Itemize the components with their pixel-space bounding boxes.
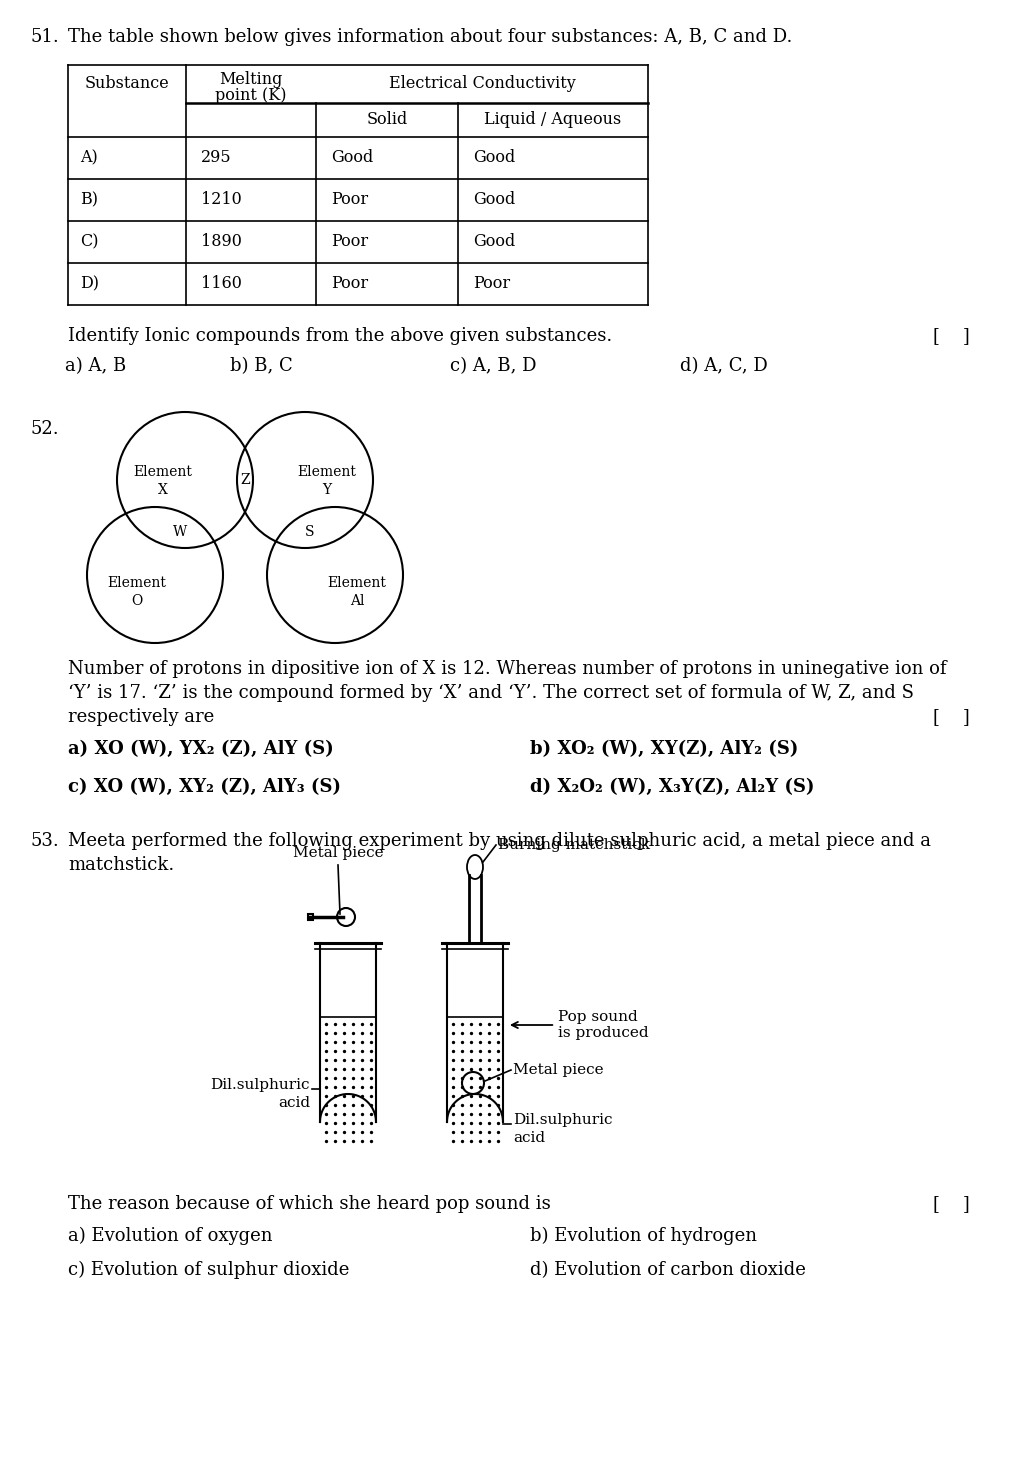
Text: acid: acid [513,1132,545,1145]
Text: Good: Good [331,149,374,166]
Text: 1210: 1210 [201,191,242,209]
Text: b) B, C: b) B, C [230,358,293,375]
Text: Element: Element [298,464,356,479]
Text: Poor: Poor [331,276,368,292]
Text: b) XO₂ (W), XY(Z), AlY₂ (S): b) XO₂ (W), XY(Z), AlY₂ (S) [530,740,799,758]
Text: The reason because of which she heard pop sound is: The reason because of which she heard po… [68,1194,551,1213]
Text: Number of protons in dipositive ion of X is 12. Whereas number of protons in uni: Number of protons in dipositive ion of X… [68,660,946,677]
Text: Meeta performed the following experiment by using dilute sulphuric acid, a metal: Meeta performed the following experiment… [68,832,931,850]
Text: Element: Element [328,577,386,590]
Text: Element: Element [108,577,167,590]
Text: Metal piece: Metal piece [293,845,383,860]
Text: Good: Good [473,149,515,166]
Text: b) Evolution of hydrogen: b) Evolution of hydrogen [530,1226,757,1245]
Text: Poor: Poor [331,234,368,251]
Text: Liquid / Aqueous: Liquid / Aqueous [484,111,622,128]
Text: Metal piece: Metal piece [513,1063,603,1077]
Text: 1160: 1160 [201,276,242,292]
Text: Burning matchstick: Burning matchstick [498,838,650,853]
Text: A): A) [80,149,97,166]
Text: 51.: 51. [30,28,58,47]
Text: X: X [158,483,168,496]
Text: Solid: Solid [367,111,408,128]
Text: D): D) [80,276,99,292]
Text: Y: Y [323,483,332,496]
Text: O: O [131,594,142,607]
Text: Melting: Melting [219,70,283,88]
Text: B): B) [80,191,98,209]
Text: Good: Good [473,191,515,209]
Text: respectively are: respectively are [68,708,214,726]
Text: 53.: 53. [30,832,58,850]
Text: Element: Element [133,464,193,479]
Text: point (K): point (K) [215,86,287,104]
Text: d) X₂O₂ (W), X₃Y(Z), Al₂Y (S): d) X₂O₂ (W), X₃Y(Z), Al₂Y (S) [530,778,814,796]
Text: [    ]: [ ] [933,1194,970,1213]
Text: a) Evolution of oxygen: a) Evolution of oxygen [68,1226,272,1245]
Text: a) A, B: a) A, B [65,358,126,375]
Text: Identify Ionic compounds from the above given substances.: Identify Ionic compounds from the above … [68,327,612,345]
Text: Good: Good [473,234,515,251]
Text: 1890: 1890 [201,234,242,251]
Text: d) A, C, D: d) A, C, D [680,358,768,375]
Text: a) XO (W), YX₂ (Z), AlY (S): a) XO (W), YX₂ (Z), AlY (S) [68,740,334,758]
Text: c) A, B, D: c) A, B, D [450,358,537,375]
Text: Poor: Poor [473,276,510,292]
Text: Electrical Conductivity: Electrical Conductivity [389,76,575,92]
Text: Dil.sulphuric: Dil.sulphuric [211,1077,310,1092]
Text: c) XO (W), XY₂ (Z), AlY₃ (S): c) XO (W), XY₂ (Z), AlY₃ (S) [68,778,341,796]
Text: [    ]: [ ] [933,327,970,345]
FancyBboxPatch shape [308,914,313,920]
Text: 295: 295 [201,149,231,166]
Text: S: S [305,526,314,539]
Text: Substance: Substance [85,76,169,92]
Text: ‘Y’ is 17. ‘Z’ is the compound formed by ‘X’ and ‘Y’. The correct set of formula: ‘Y’ is 17. ‘Z’ is the compound formed by… [68,683,914,702]
Text: C): C) [80,234,98,251]
Text: c) Evolution of sulphur dioxide: c) Evolution of sulphur dioxide [68,1261,349,1279]
Text: W: W [173,526,187,539]
Text: matchstick.: matchstick. [68,856,174,875]
Text: Poor: Poor [331,191,368,209]
Text: acid: acid [278,1096,310,1110]
Text: The table shown below gives information about four substances: A, B, C and D.: The table shown below gives information … [68,28,793,47]
Text: d) Evolution of carbon dioxide: d) Evolution of carbon dioxide [530,1261,806,1279]
Text: [    ]: [ ] [933,708,970,726]
Text: Z: Z [241,473,250,488]
Text: Pop sound
is produced: Pop sound is produced [512,1010,648,1040]
Text: Dil.sulphuric: Dil.sulphuric [513,1113,612,1127]
Text: Al: Al [350,594,365,607]
Text: 52.: 52. [30,420,58,438]
